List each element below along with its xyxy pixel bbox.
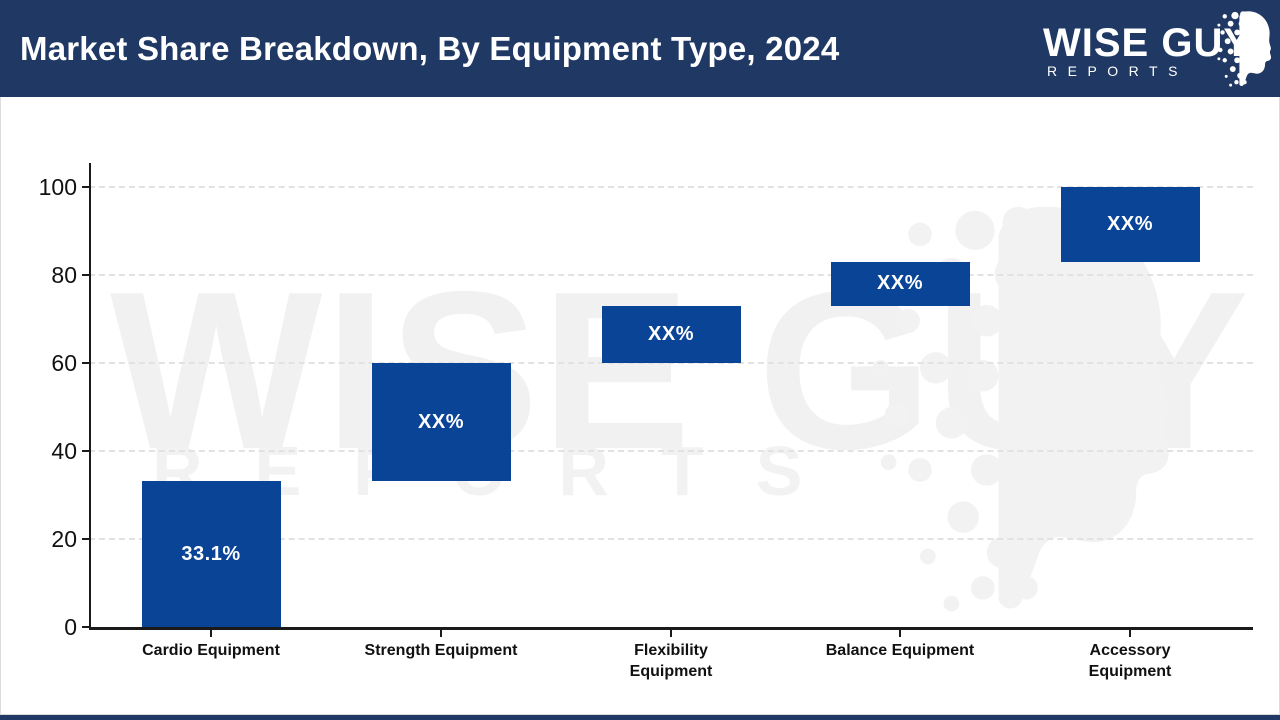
wise-guy-reports-logo: WISE GUY REPORTS (1015, 5, 1270, 93)
y-gridline (89, 186, 1253, 188)
logo-wiseguy-text: WISE GUY (1043, 21, 1252, 65)
bar-segment: XX% (601, 305, 741, 363)
y-tick-label: 100 (38, 174, 77, 200)
x-category-label-line: Balance Equipment (825, 642, 975, 659)
bottom-hairline (0, 714, 1280, 715)
y-axis-tick (82, 362, 89, 364)
y-axis-tick (82, 274, 89, 276)
y-gridline (89, 362, 1253, 364)
bar-value-label: XX% (418, 410, 464, 433)
y-tick-label: 0 (64, 614, 77, 640)
bar-segment: 33.1% (141, 481, 281, 627)
x-category-label: Balance Equipment (800, 640, 1000, 661)
bar-segment: XX% (830, 261, 970, 306)
x-category-label: Accessory Equipment (1030, 640, 1230, 682)
bar-value-label: XX% (1107, 212, 1153, 235)
logo-reports-text: REPORTS (1047, 63, 1188, 79)
y-axis-tick (82, 450, 89, 452)
x-category-label: Cardio Equipment (111, 640, 311, 661)
bar-segment: XX% (371, 363, 511, 482)
y-axis-line (89, 163, 91, 630)
x-category-label-line: Equipment (1088, 663, 1172, 681)
page-title: Market Share Breakdown, By Equipment Typ… (20, 29, 840, 67)
y-gridline (89, 538, 1253, 540)
x-axis-line (89, 627, 1253, 630)
y-tick-label: 40 (51, 438, 77, 464)
bar-segment: XX% (1060, 187, 1200, 262)
x-category-label-line: Strength Equipment (364, 642, 518, 659)
x-category-label-line: Flexibility (634, 642, 708, 659)
x-axis-tick (670, 630, 672, 637)
x-category-label: Strength Equipment (341, 640, 541, 661)
logo-face-icon (1198, 9, 1272, 91)
x-category-label-line: Equipment (629, 663, 713, 681)
footer-bar (0, 715, 1280, 720)
x-axis-tick (899, 630, 901, 637)
y-tick-label: 80 (51, 262, 77, 288)
y-axis-tick (82, 538, 89, 540)
y-tick-label: 20 (51, 526, 77, 552)
bar-value-label: XX% (877, 272, 923, 295)
x-category-label-line: Accessory (1089, 642, 1171, 659)
header-bar: Market Share Breakdown, By Equipment Typ… (0, 0, 1280, 97)
y-axis-tick (82, 626, 89, 628)
x-category-label: Flexibility Equipment (571, 640, 771, 682)
x-axis-tick (210, 630, 212, 637)
y-gridline (89, 274, 1253, 276)
y-tick-label: 60 (51, 350, 77, 376)
y-gridline (89, 450, 1253, 452)
x-axis-tick (1129, 630, 1131, 637)
x-axis-tick (440, 630, 442, 637)
x-category-label-line: Cardio Equipment (142, 642, 280, 659)
y-axis-tick (82, 186, 89, 188)
bar-value-label: XX% (648, 322, 694, 345)
bar-value-label: 33.1% (181, 542, 241, 565)
